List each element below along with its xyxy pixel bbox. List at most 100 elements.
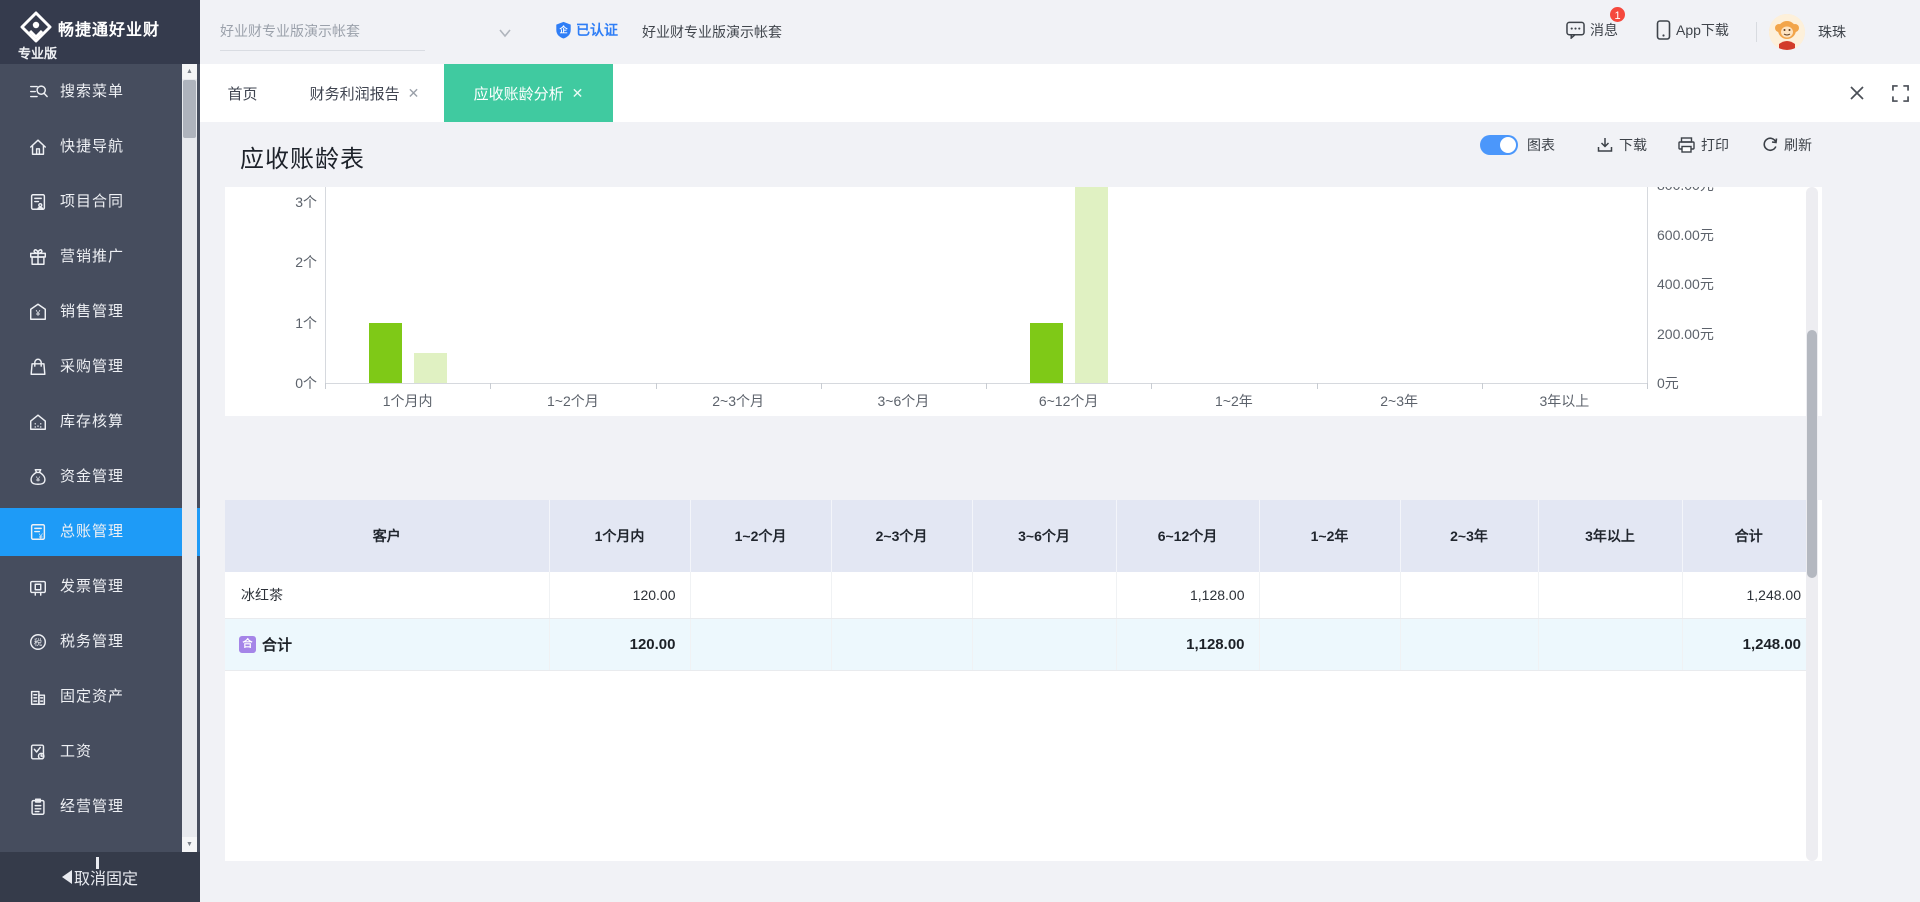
column-header: 1~2年: [1259, 500, 1401, 572]
column-header: 1个月内: [549, 500, 691, 572]
tab-bar: 首页 财务利润报告 ✕ 应收账龄分析 ✕: [200, 64, 1920, 122]
sidebar-item-funds[interactable]: ¥ 资金管理: [0, 453, 200, 501]
collapse-bar-icon: [95, 857, 99, 869]
aging-table: 客户 1个月内 1~2个月 2~3个月 3~6个月 6~12个月 1~2年 2~3年 3年以上合…: [225, 500, 1815, 671]
tab-label: 财务利润报告: [309, 85, 400, 103]
svg-text:税: 税: [34, 637, 42, 647]
tab-label: 首页: [227, 85, 258, 103]
scroll-up-icon[interactable]: ▲: [182, 64, 197, 79]
scroll-down-icon[interactable]: ▼: [182, 837, 197, 852]
messages-button[interactable]: 消息: [1566, 20, 1618, 40]
amount-cell: 1,128.00: [1116, 572, 1260, 619]
right-axis-tick-label: 800.00元: [1657, 187, 1714, 195]
shield-icon: 企: [556, 21, 571, 39]
fullscreen-button[interactable]: [1882, 66, 1918, 120]
sidebar-item-label: 采购管理: [60, 358, 125, 375]
tab-report[interactable]: 财务利润报告 ✕: [285, 64, 444, 122]
salary-icon: [28, 742, 48, 762]
invoice-icon: [28, 577, 48, 597]
refresh-button[interactable]: 刷新: [1762, 133, 1812, 157]
amount-bar[interactable]: [413, 353, 447, 383]
total-amount-cell: [1538, 618, 1683, 671]
content-scrollbar[interactable]: [1806, 187, 1818, 861]
warehouse-icon: [28, 412, 48, 432]
amount-bar[interactable]: [1074, 187, 1108, 383]
account-set-value: 好业财专业版演示帐套: [220, 21, 425, 51]
count-bar[interactable]: [368, 322, 402, 383]
total-amount-cell: [1259, 618, 1401, 671]
column-header: 客户: [225, 500, 550, 572]
x-axis-category-label: 1~2年: [1215, 393, 1253, 409]
close-icon: [1850, 86, 1864, 100]
sidebar-item-inventory[interactable]: 库存核算: [0, 398, 200, 446]
sidebar-scrollbar[interactable]: ▲ ▼: [182, 64, 197, 852]
amount-cell: [972, 572, 1117, 619]
total-amount-cell: [831, 618, 973, 671]
close-tab-icon[interactable]: ✕: [571, 84, 584, 101]
chart-toggle[interactable]: [1480, 135, 1518, 155]
sidebar-item-marketing[interactable]: 营销推广: [0, 233, 200, 281]
column-header: 3年以上: [1538, 500, 1683, 572]
sidebar-item-salary[interactable]: 工资: [0, 728, 200, 776]
sidebar-item-general-ledger[interactable]: ¥ 总账管理: [0, 508, 200, 556]
sidebar-item-sales[interactable]: ¥ 销售管理: [0, 288, 200, 336]
account-set-selector[interactable]: 好业财专业版演示帐套: [220, 18, 511, 51]
sidebar-item-label: 营销推广: [60, 248, 125, 265]
tab-active[interactable]: 应收账龄分析 ✕: [444, 64, 613, 122]
tab-label: 应收账龄分析: [473, 85, 564, 103]
sidebar-item-purchase[interactable]: 采购管理: [0, 343, 200, 391]
svg-text:¥: ¥: [36, 475, 41, 484]
user-avatar[interactable]: [1769, 14, 1805, 50]
messages-count-badge: 1: [1608, 5, 1627, 24]
total-amount-cell: 1,248.00: [1682, 618, 1815, 671]
sidebar-scrollbar-thumb[interactable]: [183, 80, 196, 138]
total-amount-cell: 120.00: [549, 618, 691, 671]
fullscreen-icon: [1891, 84, 1909, 102]
close-all-tabs-button[interactable]: [1839, 66, 1875, 120]
unpin-label: 取消固定: [73, 871, 138, 888]
sidebar: 畅捷通好业财 专业版 搜索菜单 快捷导航 项目合同 营销推广 ¥ 销售管理 采购管理 库存核算…: [0, 0, 200, 902]
search-menu-icon: [28, 82, 48, 102]
amount-cell: [1259, 572, 1401, 619]
left-axis-tick-label: 1个: [295, 314, 317, 331]
sidebar-item-quick-nav[interactable]: 快捷导航: [0, 123, 200, 171]
topbar: 好业财专业版演示帐套 企 已认证 好业财专业版演示帐套 消息: [200, 0, 1920, 64]
total-amount-cell: 1,128.00: [1116, 618, 1260, 671]
amount-cell: [690, 572, 832, 619]
sidebar-item-label: 库存核算: [60, 413, 125, 430]
close-tab-icon[interactable]: ✕: [407, 84, 420, 101]
sidebar-item-fixed-assets[interactable]: 固定资产: [0, 673, 200, 721]
sidebar-item-tax[interactable]: 税 税务管理: [0, 618, 200, 666]
total-amount-cell: [1400, 618, 1539, 671]
download-button[interactable]: 下载: [1597, 133, 1647, 157]
tab-home[interactable]: 首页: [200, 64, 285, 122]
sidebar-menu: 搜索菜单快捷导航项目合同营销推广 ¥ 销售管理采购管理库存核算 ¥ 资金管理 ¥ 总账管理发…: [0, 64, 200, 872]
sidebar-item-label: 固定资产: [60, 688, 125, 705]
x-axis-category-label: 2~3年: [1380, 393, 1418, 409]
sidebar-item-label: 经营管理: [60, 798, 125, 815]
report-header: 应收账龄表 图表 下载 打印: [200, 122, 1920, 187]
x-axis-tick: [490, 383, 492, 389]
print-button[interactable]: 打印: [1678, 133, 1729, 157]
x-axis-tick: [820, 383, 822, 389]
sidebar-item-project-contract[interactable]: 项目合同: [0, 178, 200, 226]
sidebar-item-search-menu[interactable]: 搜索菜单: [0, 68, 200, 116]
total-amount-cell: [972, 618, 1117, 671]
app-download-button[interactable]: App下载: [1656, 20, 1729, 40]
x-axis-category-label: 1个月内: [382, 393, 433, 409]
sidebar-item-invoice[interactable]: 发票管理: [0, 563, 200, 611]
sidebar-item-operations[interactable]: 经营管理: [0, 783, 200, 831]
customer-cell: 冰红茶: [225, 572, 550, 619]
app-title: 畅捷通好业财: [58, 22, 161, 39]
printer-icon: [1678, 137, 1695, 153]
unpin-sidebar-button[interactable]: 取消固定: [0, 852, 200, 902]
count-bar[interactable]: [1029, 322, 1063, 383]
column-header: 1~2个月: [690, 500, 832, 572]
sidebar-item-label: 工资: [60, 743, 93, 760]
total-label: 合计: [262, 636, 293, 654]
content-scrollbar-thumb[interactable]: [1807, 330, 1817, 578]
amount-cell: 1,248.00: [1682, 572, 1815, 619]
user-name[interactable]: 珠珠: [1818, 24, 1846, 40]
money-bag-icon: ¥: [28, 467, 48, 487]
table-header-row: 客户 1个月内 1~2个月 2~3个月 3~6个月 6~12个月 1~2年 2~3年 3年以上合…: [225, 500, 1815, 572]
